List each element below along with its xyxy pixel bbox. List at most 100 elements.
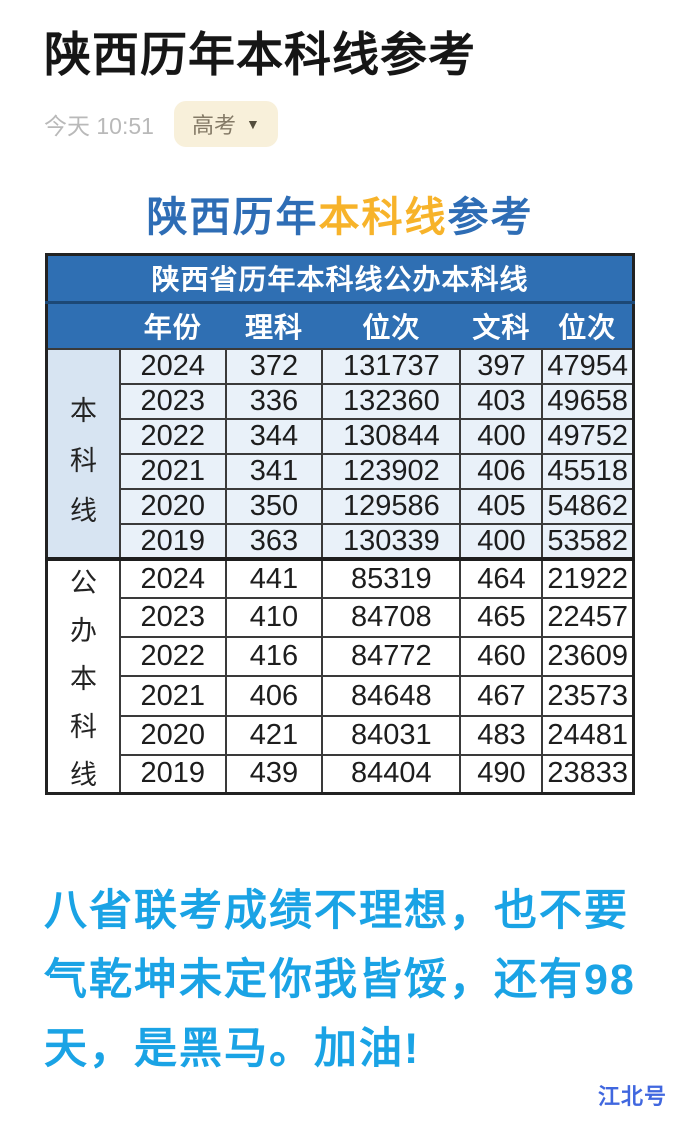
table-cell: 84031 [321,714,462,756]
table-row: 2021 406 84648 467 23573 [47,675,635,717]
column-header: 位次 [542,302,634,350]
column-header: 理科 [225,302,323,350]
table-cell: 403 [459,383,544,421]
table-section: 本科线 2024 372 131737 397 47954 2023 336 132360 403… [45,348,635,561]
table-cell: 405 [459,488,544,526]
table-caption-row: 陕西省历年本科线公办本科线 [46,254,634,304]
table-cell: 2020 [118,714,227,756]
table-cell: 467 [459,675,544,717]
table-cell: 23573 [541,675,635,717]
table-cell: 2022 [118,636,227,678]
table-cell: 406 [459,453,544,491]
chevron-down-icon: ▼ [245,115,260,132]
table-cell: 2024 [118,348,227,386]
section-label: 本科线 [45,348,121,561]
table-cell: 53582 [541,523,635,561]
table-cell: 45518 [541,453,635,491]
table-cell: 350 [224,488,324,526]
table-cell: 397 [459,348,544,386]
table-cell: 123902 [321,453,462,491]
section-label-char: 办 [69,616,97,647]
table-cell: 483 [459,714,544,756]
table-cell: 441 [224,557,324,600]
embedded-image[interactable]: 陕西历年本科线参考 陕西省历年本科线公办本科线 年份 理科 位次 文科 位次 本科线 20… [45,183,635,796]
table-cell: 132360 [321,383,462,421]
table-cell: 84708 [321,597,462,639]
table-header-row: 年份 理科 位次 文科 位次 [46,302,634,350]
table-row: 2021 341 123902 406 45518 [47,453,635,491]
page-title: 陕西历年本科线参考 [44,28,476,81]
table-row: 公办本科线 2024 441 85319 464 21922 [45,557,635,795]
table-cell: 372 [224,348,324,386]
section-label-char: 线 [69,760,97,791]
table-cell: 336 [224,383,324,421]
table-cell: 23609 [541,636,635,678]
table-cell: 129586 [321,488,462,526]
table-cell: 54862 [541,488,635,526]
table-cell: 490 [459,753,544,795]
post-meta: 今天 10:51 高考 ▼ [44,100,636,147]
table-cell: 363 [224,523,324,561]
table-cell: 22457 [541,597,635,639]
table-cell: 400 [459,523,544,561]
table-row: 2019 439 84404 490 23833 [47,753,635,795]
table-cell: 21922 [541,557,635,600]
table-cell: 2021 [118,453,227,491]
table-cell: 47954 [541,348,635,386]
topic-tag-label: 高考 [191,112,236,138]
column-header: 位次 [322,302,461,350]
table-row: 2019 363 130339 400 53582 [47,523,635,561]
table-cell: 131737 [321,348,462,386]
column-header: 年份 [119,302,226,350]
table-cell: 23833 [541,753,635,795]
table-cell: 2019 [118,523,227,561]
table-row: 2023 336 132360 403 49658 [47,383,635,421]
table-cell: 24481 [541,714,635,756]
table-cell: 465 [459,597,544,639]
table-cell: 400 [459,418,544,456]
comment-line: 天，是黑马。加油! [44,1024,421,1073]
table-cell: 2021 [118,675,227,717]
table-cell: 2020 [118,488,227,526]
table-row: 2020 350 129586 405 54862 [47,488,635,526]
section-label-char: 科 [69,446,97,477]
table-cell: 49752 [541,418,635,456]
section-label-char: 科 [69,712,97,743]
table-cell: 84772 [321,636,462,678]
table-row: 2022 344 130844 400 49752 [47,418,635,456]
table-cell: 406 [224,675,324,717]
table-cell: 2023 [118,383,227,421]
section-label: 公办本科线 [45,557,121,795]
table-row: 2022 416 84772 460 23609 [47,636,635,678]
section-label-char: 公 [69,568,97,599]
post-timestamp: 今天 10:51 [44,112,154,139]
comment-line: 八省联考成绩不理想，也不要 [44,887,629,936]
image-title-part: 陕西历年 [146,193,319,240]
table-cell: 410 [224,597,324,639]
table-row: 2020 421 84031 483 24481 [47,714,635,756]
watermark: 江北号 [597,1084,667,1109]
table-cell: 341 [224,453,324,491]
table-cell: 439 [224,753,324,795]
image-title: 陕西历年本科线参考 [45,183,635,243]
image-title-part: 参考 [447,193,534,240]
table-cell: 416 [224,636,324,678]
table-cell: 460 [459,636,544,678]
table-cell: 2022 [118,418,227,456]
column-header: 文科 [460,302,543,350]
table-cell: 421 [224,714,324,756]
section-label-char: 本 [69,664,97,695]
table-row: 2023 410 84708 465 22457 [47,597,635,639]
section-label-char: 线 [69,496,97,527]
table-section: 公办本科线 2024 441 85319 464 21922 2023 410 84708 465… [45,557,635,795]
section-label-char: 本 [69,396,97,427]
table-cell: 2019 [118,753,227,795]
table-cell: 49658 [541,383,635,421]
table-cell: 130339 [321,523,462,561]
table-caption: 陕西省历年本科线公办本科线 [46,254,634,304]
topic-tag[interactable]: 高考 ▼ [173,100,278,147]
table-cell: 344 [224,418,324,456]
table-cell: 84404 [321,753,462,795]
corner-cell [46,302,120,350]
table-cell: 464 [459,557,544,600]
